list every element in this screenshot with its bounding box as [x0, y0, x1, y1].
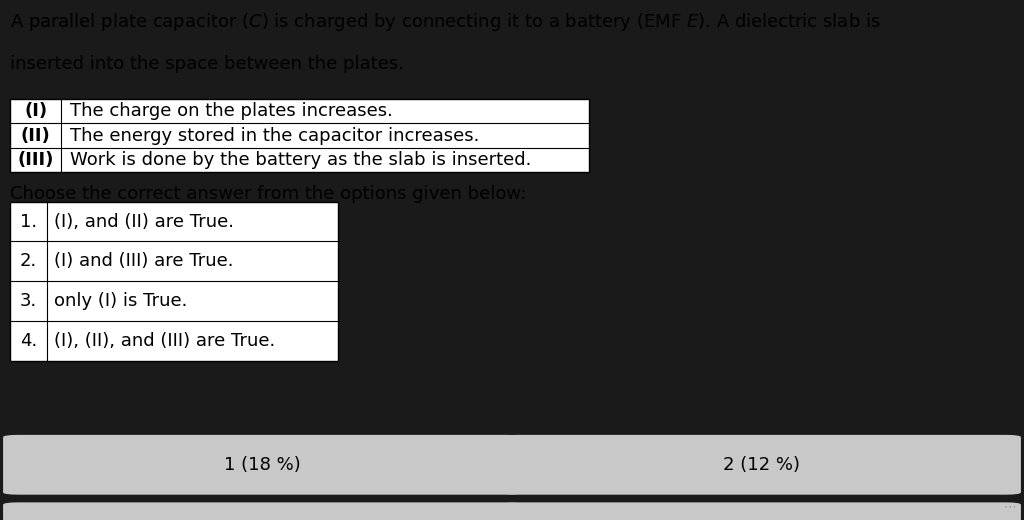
- Text: The charge on the plates increases.: The charge on the plates increases.: [70, 102, 392, 120]
- Text: Work is done by the battery as the slab is inserted.: Work is done by the battery as the slab …: [70, 151, 531, 169]
- Text: The energy stored in the capacitor increases.: The energy stored in the capacitor incre…: [70, 127, 479, 145]
- FancyBboxPatch shape: [502, 435, 1021, 495]
- Text: A parallel plate capacitor $(C)$ is charged by connecting it to a battery (EMF $: A parallel plate capacitor $(C)$ is char…: [10, 11, 881, 33]
- Text: (II): (II): [20, 127, 51, 145]
- Text: inserted into the space between the plates.: inserted into the space between the plat…: [10, 55, 404, 73]
- Text: 1.: 1.: [20, 213, 37, 230]
- FancyBboxPatch shape: [10, 202, 338, 361]
- Text: 3.: 3.: [20, 292, 37, 310]
- Text: Choose the correct answer from the options given below:: Choose the correct answer from the optio…: [10, 185, 526, 203]
- Text: 1 (18 %): 1 (18 %): [224, 456, 301, 474]
- FancyBboxPatch shape: [3, 435, 522, 495]
- Text: (I) and (III) are True.: (I) and (III) are True.: [54, 252, 233, 270]
- Text: (I), and (II) are True.: (I), and (II) are True.: [54, 213, 234, 230]
- FancyBboxPatch shape: [502, 502, 1021, 520]
- Text: 2 (12 %): 2 (12 %): [723, 456, 800, 474]
- Text: only (I) is True.: only (I) is True.: [54, 292, 187, 310]
- Text: ⋯: ⋯: [1004, 501, 1016, 514]
- Text: (III): (III): [17, 151, 54, 169]
- FancyBboxPatch shape: [10, 99, 589, 172]
- Text: 2.: 2.: [20, 252, 37, 270]
- FancyBboxPatch shape: [3, 502, 522, 520]
- Text: 4.: 4.: [20, 332, 37, 350]
- Text: (I): (I): [25, 102, 47, 120]
- Text: (I), (II), and (III) are True.: (I), (II), and (III) are True.: [54, 332, 275, 350]
